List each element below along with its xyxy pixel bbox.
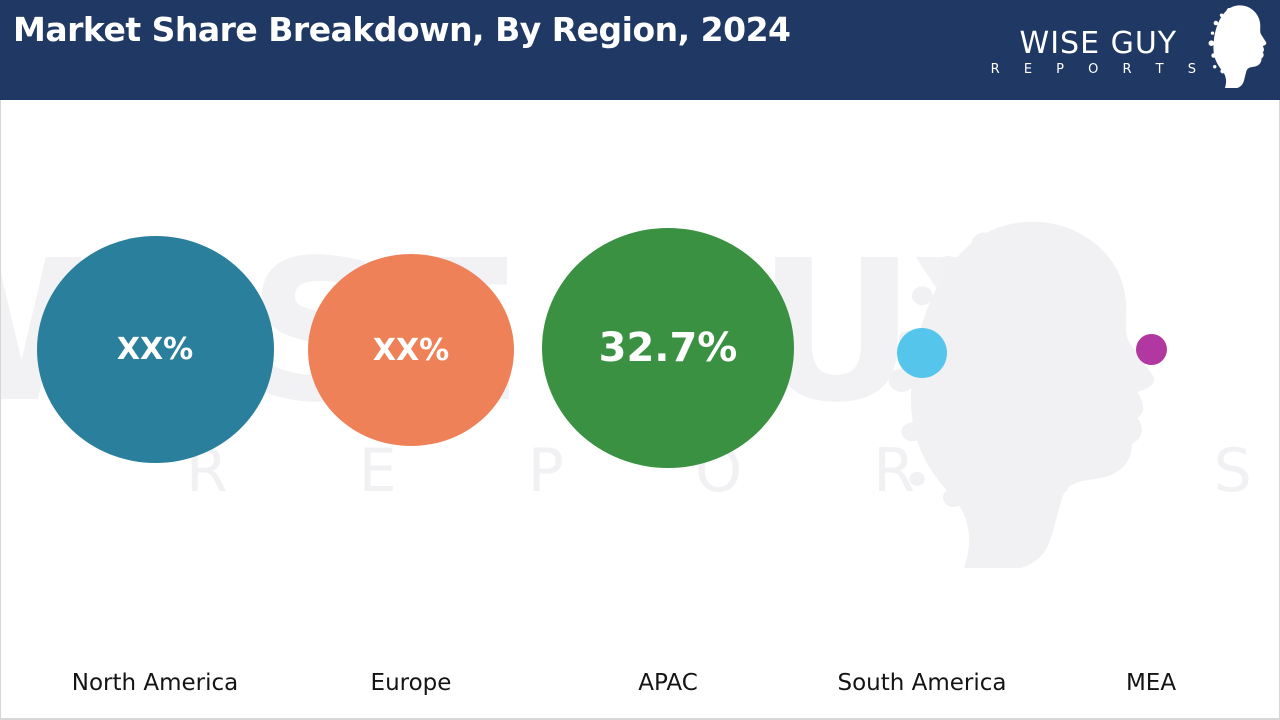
bubble-value-label: XX% [116,331,194,367]
logo-brand-text: WISE GUY [1019,26,1178,61]
logo-wordmark: WISE GUY R E P O R T S [991,26,1206,77]
bubble-mea [1135,333,1167,365]
category-label-europe: Europe [370,670,452,696]
wise-guy-logo: WISE GUY R E P O R T S [991,4,1270,88]
bubble-value-label: 32.7% [598,325,738,371]
logo-reports-text: R E P O R T S [990,62,1206,77]
bubble-apac: 32.7% [542,228,794,468]
page-title: Market Share Breakdown, By Region, 2024 [13,10,791,49]
category-label-north-america: North America [71,670,239,696]
bubble-europe: XX% [308,254,514,446]
category-label-south-america: South America [837,670,1007,696]
header-bar: Market Share Breakdown, By Region, 2024 … [0,0,1280,100]
category-label-mea: MEA [1125,670,1177,696]
bubble-value-label: XX% [372,332,450,368]
category-label-apac: APAC [638,670,698,696]
chart-area: WISE GUY R E P O R T S XX% XX% 32.7% North… [0,100,1280,720]
watermark-face-profile-dots-icon [888,221,1155,568]
face-profile-dots-icon [1208,5,1267,88]
bubble-south-america [897,328,947,378]
bubble-north-america: XX% [36,235,274,463]
